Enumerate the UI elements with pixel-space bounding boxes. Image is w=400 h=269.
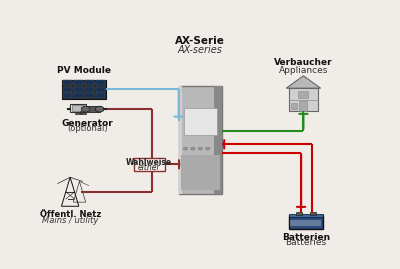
Bar: [63, 93, 72, 98]
Bar: [85, 93, 94, 98]
Bar: [299, 101, 307, 111]
Bar: [86, 106, 100, 112]
Bar: [74, 93, 83, 98]
Circle shape: [206, 147, 210, 150]
Bar: [289, 215, 323, 229]
Bar: [291, 103, 297, 109]
Bar: [62, 80, 106, 98]
Bar: [290, 220, 321, 226]
Circle shape: [183, 147, 188, 150]
Text: either: either: [138, 163, 160, 172]
Bar: [63, 87, 72, 91]
Polygon shape: [286, 76, 321, 88]
Bar: [179, 86, 182, 194]
Bar: [181, 155, 220, 190]
Bar: [289, 214, 323, 217]
Text: AX-Serie: AX-Serie: [176, 36, 225, 45]
Text: Appliances: Appliances: [279, 66, 328, 75]
Bar: [184, 108, 217, 134]
Circle shape: [191, 147, 195, 150]
Bar: [72, 105, 84, 111]
Bar: [96, 80, 105, 85]
Bar: [74, 87, 83, 91]
Bar: [85, 80, 94, 85]
Circle shape: [95, 106, 104, 112]
Bar: [296, 212, 302, 215]
Circle shape: [198, 147, 202, 150]
Bar: [85, 87, 94, 91]
Text: PV Module: PV Module: [57, 66, 111, 75]
Text: Öffentl. Netz: Öffentl. Netz: [40, 210, 101, 219]
Bar: [214, 86, 222, 194]
Bar: [70, 104, 86, 112]
Text: Mains / utility: Mains / utility: [42, 215, 98, 225]
Circle shape: [81, 106, 90, 112]
Bar: [96, 93, 105, 98]
Bar: [289, 88, 318, 111]
Bar: [96, 87, 105, 91]
Text: Verbaucher: Verbaucher: [274, 58, 333, 68]
Bar: [134, 158, 165, 171]
Bar: [179, 86, 222, 194]
Text: Wahlweise: Wahlweise: [126, 158, 172, 167]
Text: Batterien: Batterien: [282, 233, 330, 242]
Text: AX-series: AX-series: [178, 45, 223, 55]
Text: (optional): (optional): [68, 125, 108, 133]
Bar: [310, 212, 316, 215]
Text: Batteries: Batteries: [285, 238, 326, 247]
Bar: [298, 91, 308, 98]
Text: Generator: Generator: [62, 119, 114, 128]
Bar: [63, 80, 72, 85]
Bar: [74, 80, 83, 85]
